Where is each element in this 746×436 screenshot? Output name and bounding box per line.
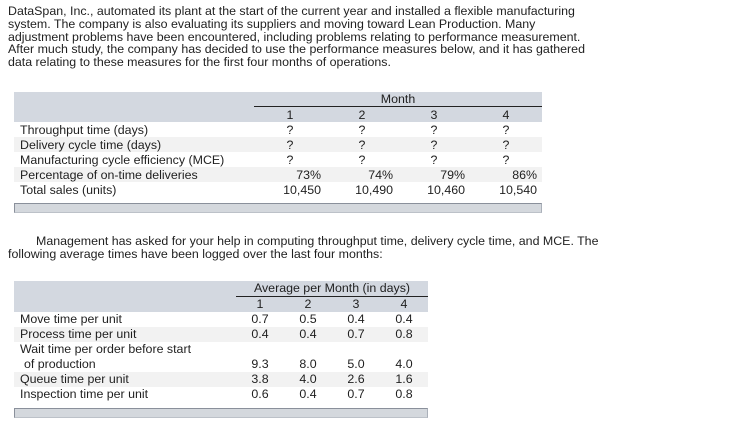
value-cell: 8.0 (299, 356, 317, 371)
value-cell: 0.8 (380, 326, 428, 342)
value-cell: ? (286, 152, 294, 167)
value-cell (284, 342, 332, 357)
row-label-cell: of production (24, 356, 96, 371)
table-row: Delivery cycle time (days) ? ? ? ? (14, 137, 542, 153)
row-label-cell: Move time per unit (20, 311, 122, 326)
row-label-cell: Process time per unit (14, 326, 236, 342)
horizontal-scrollbar[interactable] (14, 203, 542, 214)
column-header-cell: 4 (470, 106, 542, 123)
value-cell: 0.7 (347, 386, 365, 401)
value-cell: ? (430, 152, 438, 167)
value-cell: 2.6 (332, 371, 380, 387)
row-label-cell: Manufacturing cycle efficiency (MCE) (20, 152, 225, 167)
value-cell: ? (502, 122, 510, 137)
horizontal-scrollbar[interactable] (14, 407, 428, 418)
value-cell: 10,540 (499, 182, 537, 197)
value-cell: ? (358, 122, 366, 137)
value-cell: 0.5 (299, 311, 317, 326)
table-column-header-row: 1 2 3 4 (14, 106, 542, 123)
value-cell: 86% (470, 167, 542, 183)
value-cell: 4.0 (284, 371, 332, 387)
row-label-cell: Inspection time per unit (20, 386, 149, 401)
value-cell: 9.3 (251, 356, 269, 371)
column-header-cell: 2 (326, 106, 398, 123)
value-cell: ? (326, 137, 398, 153)
value-cell: 0.7 (251, 311, 269, 326)
table-row: of production 9.3 8.0 5.0 4.0 (14, 357, 428, 372)
value-cell (380, 342, 428, 357)
row-label-cell: Delivery cycle time (days) (14, 137, 254, 153)
table-row: Inspection time per unit 0.6 0.4 0.7 0.8 (14, 387, 428, 402)
measures-table: Month 1 2 3 4 Throughput time (days) ? ?… (14, 91, 542, 198)
value-cell (236, 342, 284, 357)
group-header-cell: Average per Month (in days) (236, 281, 428, 297)
table-column-header-row: 1 2 3 4 (14, 296, 428, 312)
column-header-cell: 4 (380, 296, 428, 312)
table-row: Percentage of on-time deliveries 73% 74%… (14, 167, 542, 183)
value-cell: 0.8 (395, 386, 413, 401)
value-cell: 79% (398, 167, 470, 183)
row-label-cell: Total sales (units) (20, 182, 117, 197)
group-header-cell: Month (254, 91, 542, 108)
value-cell: 10,450 (283, 182, 321, 197)
row-label-cell: Wait time per order before start (20, 341, 192, 356)
value-cell: 0.4 (347, 311, 365, 326)
table-row: Process time per unit 0.4 0.4 0.7 0.8 (14, 326, 428, 342)
value-cell: 4.0 (395, 356, 413, 371)
column-header-cell: 1 (254, 106, 326, 123)
column-header-cell: 3 (398, 106, 470, 123)
table-row: Throughput time (days) ? ? ? ? (14, 122, 542, 137)
table-row: Queue time per unit 3.8 4.0 2.6 1.6 (14, 371, 428, 387)
column-header-cell: 1 (236, 296, 284, 312)
document-page: DataSpan, Inc., automated its plant at t… (8, 4, 599, 418)
times-table: Average per Month (in days) 1 2 3 4 Move… (14, 281, 428, 402)
value-cell: 10,490 (355, 182, 393, 197)
intro-paragraph: DataSpan, Inc., automated its plant at t… (8, 4, 585, 70)
value-cell: 0.6 (251, 386, 269, 401)
row-label-cell: Percentage of on-time deliveries (14, 167, 254, 183)
table-group-header-row: Month (14, 91, 542, 108)
table-row: Total sales (units) 10,450 10,490 10,460… (14, 182, 542, 197)
value-cell: ? (398, 137, 470, 153)
value-cell: 10,460 (427, 182, 465, 197)
row-label-cell: Queue time per unit (14, 371, 236, 387)
value-cell: 5.0 (347, 356, 365, 371)
value-cell: 3.8 (236, 371, 284, 387)
value-cell: 74% (326, 167, 398, 183)
table-row: Wait time per order before start (14, 342, 428, 357)
management-paragraph: Management has asked for your help in co… (8, 234, 599, 262)
value-cell: 0.4 (395, 311, 413, 326)
value-cell: 1.6 (380, 371, 428, 387)
table-group-header-row: Average per Month (in days) (14, 281, 428, 297)
empty-corner-cell (14, 106, 254, 123)
column-header-cell: 3 (332, 296, 380, 312)
value-cell: 0.4 (299, 386, 317, 401)
performance-measures-table: Month 1 2 3 4 Throughput time (days) ? ?… (14, 91, 542, 214)
value-cell: 0.4 (236, 326, 284, 342)
value-cell (332, 342, 380, 357)
value-cell: ? (502, 152, 510, 167)
empty-corner-cell (14, 296, 236, 312)
empty-corner-cell (14, 91, 254, 107)
average-times-table: Average per Month (in days) 1 2 3 4 Move… (14, 281, 428, 418)
row-label-cell: Throughput time (days) (20, 122, 149, 137)
table-row: Manufacturing cycle efficiency (MCE) ? ?… (14, 152, 542, 167)
value-cell: 73% (254, 167, 326, 183)
value-cell: ? (286, 122, 294, 137)
value-cell: 0.7 (332, 326, 380, 342)
value-cell: ? (254, 137, 326, 153)
value-cell: ? (358, 152, 366, 167)
column-header-cell: 2 (284, 296, 332, 312)
value-cell: ? (430, 122, 438, 137)
value-cell: ? (470, 137, 542, 153)
empty-corner-cell (14, 281, 236, 297)
value-cell: 0.4 (284, 326, 332, 342)
table-row: Move time per unit 0.7 0.5 0.4 0.4 (14, 312, 428, 327)
